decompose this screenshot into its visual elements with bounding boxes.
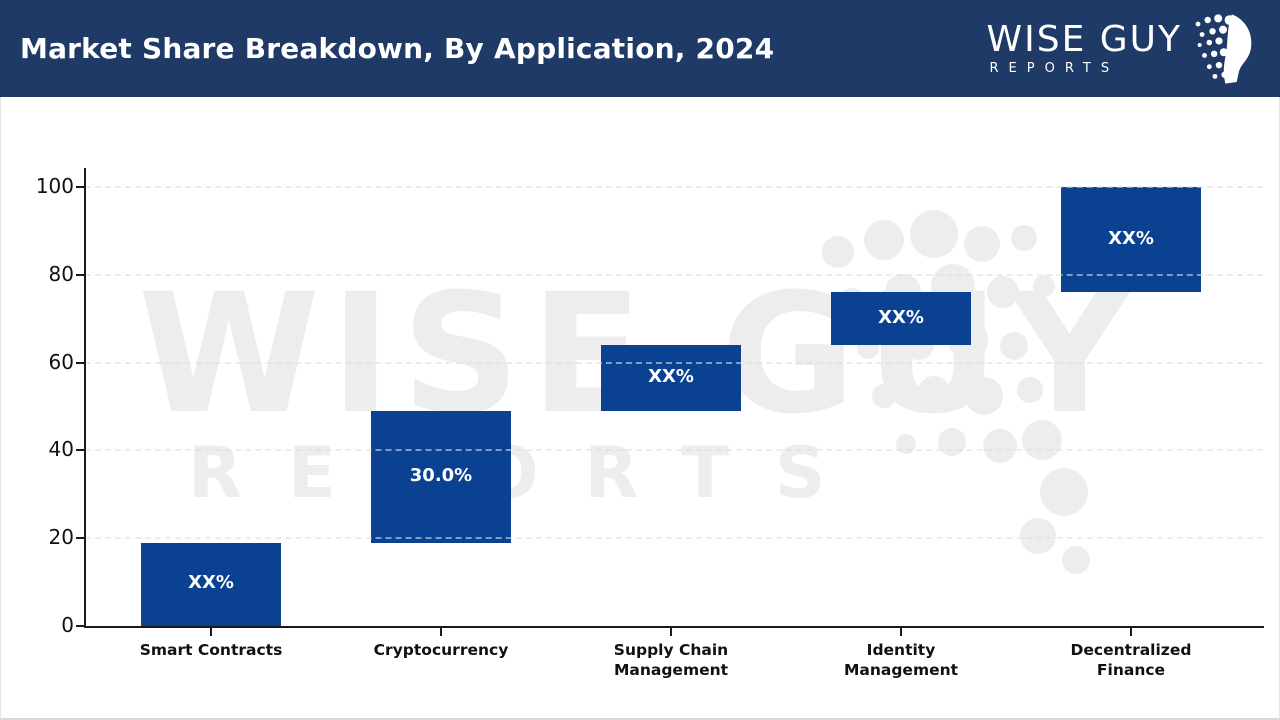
wise-guy-logo: WISE GUY REPORTS: [987, 11, 1257, 87]
logo-text: WISE GUY REPORTS: [986, 18, 1183, 76]
logo-name: WISE GUY: [986, 18, 1182, 60]
y-tick-mark: [76, 361, 85, 364]
gridline: [85, 537, 1263, 540]
bar-value-label: XX%: [878, 306, 924, 328]
x-axis-line: [84, 626, 1264, 628]
bar-segment: [601, 345, 741, 411]
logo-subtitle: REPORTS: [989, 60, 1120, 76]
x-tick-mark: [1130, 628, 1132, 636]
gridline: [85, 361, 1263, 364]
x-tick-mark: [900, 628, 902, 636]
y-tick-mark: [76, 537, 85, 540]
gridline: [85, 449, 1263, 452]
y-tick-label: 0: [61, 613, 74, 637]
bar-segment: [371, 410, 511, 543]
x-category-label: Decentralized Finance: [1070, 641, 1192, 680]
bar-value-label: 30.0%: [409, 464, 473, 486]
bar-value-label: XX%: [648, 365, 694, 387]
bar-value-label: XX%: [188, 572, 234, 594]
y-tick-label: 80: [48, 261, 74, 286]
y-tick-label: 20: [48, 525, 74, 550]
bottom-edge-line: [0, 718, 1280, 720]
left-edge-line: [0, 97, 1, 720]
waterfall-chart: XX% Smart Contracts 30.0% Cryptocurrency XX%…: [0, 97, 1280, 720]
y-tick-label: 40: [48, 437, 74, 462]
x-category-label: Identity Management: [843, 641, 959, 680]
y-tick-mark: [76, 273, 85, 276]
bar-segment: [141, 542, 281, 626]
y-tick-mark: [76, 625, 85, 627]
bar-value-label: XX%: [1108, 227, 1154, 249]
x-tick-mark: [440, 628, 442, 636]
logo-face-icon: [1195, 13, 1252, 84]
y-tick-label: 60: [48, 349, 74, 374]
x-category-label: Cryptocurrency: [373, 641, 509, 659]
gridline: [85, 273, 1263, 276]
page-title: Market Share Breakdown, By Application, …: [20, 32, 775, 65]
header-bar: Market Share Breakdown, By Application, …: [0, 0, 1280, 97]
gridline: [85, 186, 1263, 188]
x-category-label: Smart Contracts: [139, 641, 283, 659]
x-tick-mark: [210, 628, 212, 636]
y-axis-line: [84, 168, 86, 628]
x-tick-mark: [670, 628, 672, 636]
y-tick-mark: [76, 186, 85, 188]
y-tick-mark: [76, 449, 85, 452]
y-tick-label: 100: [35, 174, 74, 198]
x-category-label: Supply Chain Management: [613, 641, 729, 680]
